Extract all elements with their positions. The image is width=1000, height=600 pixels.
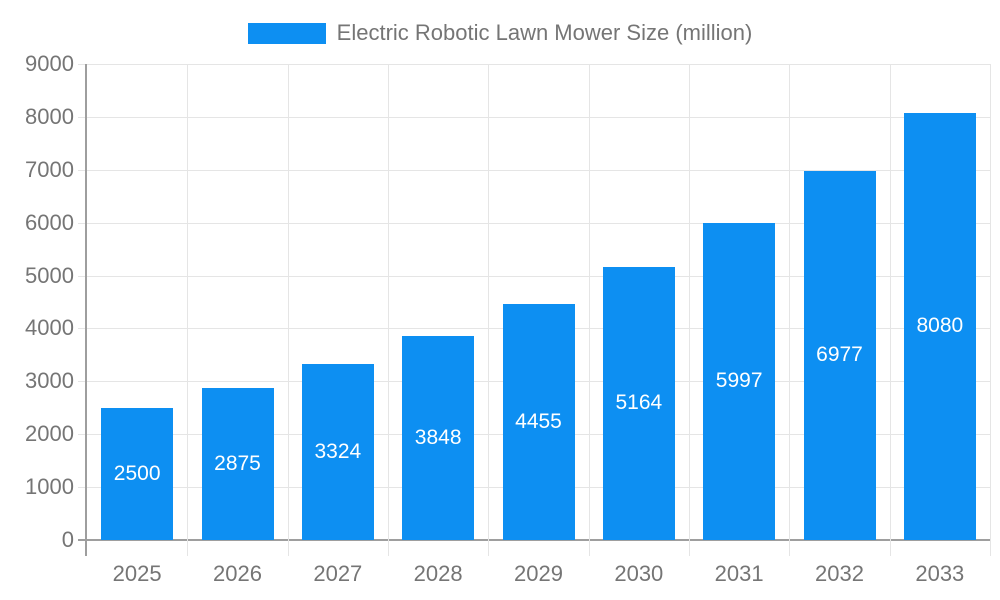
bar-value-label: 3324 (314, 440, 362, 464)
x-axis-line (78, 539, 990, 541)
x-tick-label: 2025 (112, 561, 162, 586)
y-tick-label: 5000 (25, 262, 74, 288)
v-gridline (589, 64, 590, 556)
y-tick-label: 0 (61, 527, 74, 552)
h-gridline (78, 64, 990, 65)
bar (602, 266, 675, 540)
bar-value-label: 8080 (916, 314, 964, 338)
y-tick-label: 6000 (25, 209, 74, 235)
v-gridline (689, 64, 690, 556)
y-tick-label: 8000 (25, 103, 74, 129)
h-gridline (78, 223, 990, 224)
bar (101, 407, 174, 540)
x-tick-label: 2030 (614, 561, 664, 586)
bar-value-label: 4455 (515, 410, 562, 434)
y-tick-label: 9000 (25, 51, 74, 76)
bar-value-label: 6977 (816, 343, 863, 367)
bar-value-label: 2875 (214, 451, 261, 475)
legend: Electric Robotic Lawn Mower Size (millio… (0, 20, 1000, 46)
x-tick-label: 2031 (714, 561, 764, 586)
bar (803, 170, 876, 540)
y-tick-label: 4000 (25, 315, 74, 341)
y-tick-label: 3000 (25, 368, 74, 394)
v-gridline (890, 64, 891, 556)
y-tick-label: 7000 (25, 156, 74, 182)
bar-value-label: 3848 (414, 426, 462, 450)
v-gridline (488, 64, 489, 556)
x-tick-label: 2033 (915, 561, 965, 586)
v-gridline (388, 64, 389, 556)
h-gridline (78, 117, 990, 118)
bar (402, 336, 475, 540)
x-tick-label: 2028 (413, 561, 463, 586)
bar-value-label: 2500 (113, 461, 161, 485)
bar (903, 112, 976, 540)
bar-value-label: 5164 (615, 391, 663, 415)
bar-value-label: 5997 (715, 369, 763, 393)
y-tick-label: 1000 (25, 474, 74, 500)
bar (502, 304, 575, 540)
x-tick-label: 2032 (815, 561, 864, 586)
v-gridline (288, 64, 289, 556)
v-gridline (187, 64, 188, 556)
v-gridline (990, 64, 991, 556)
y-axis-line (85, 64, 87, 556)
x-tick-label: 2027 (313, 561, 363, 586)
legend-swatch-icon (247, 22, 326, 44)
v-gridline (789, 64, 790, 556)
legend-label: Electric Robotic Lawn Mower Size (millio… (336, 20, 753, 45)
bar (703, 222, 776, 540)
bar (201, 387, 274, 540)
bar (301, 364, 374, 540)
y-tick-label: 2000 (25, 421, 74, 447)
x-tick-label: 2026 (213, 561, 262, 586)
x-tick-label: 2029 (514, 561, 563, 586)
h-gridline (78, 276, 990, 277)
h-gridline (78, 170, 990, 171)
